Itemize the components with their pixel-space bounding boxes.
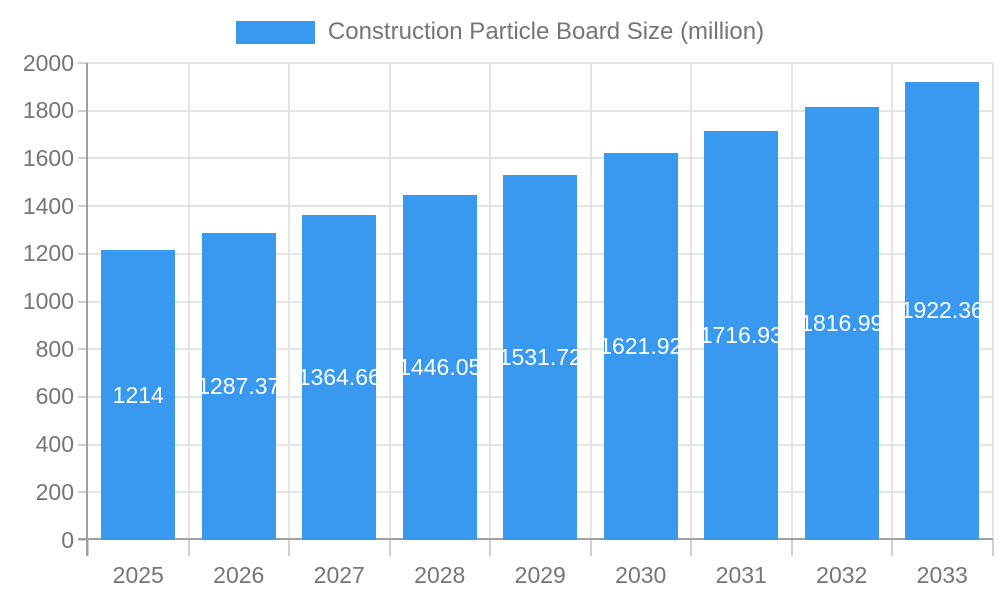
legend-swatch [235, 20, 315, 44]
bar-value-label: 1816.99 [804, 309, 879, 336]
y-axis-tick [78, 491, 88, 494]
x-axis-tick [187, 540, 190, 556]
h-gridline [88, 157, 993, 160]
x-axis-tick [991, 540, 994, 556]
x-axis-tick [891, 540, 893, 556]
v-gridline [690, 63, 692, 540]
y-axis-tick-label: 200 [35, 478, 74, 505]
x-axis-tick [489, 540, 491, 556]
v-gridline [187, 63, 190, 540]
y-axis-tick-label: 1000 [22, 288, 74, 314]
x-axis-tick [790, 540, 793, 556]
x-axis-tick [87, 540, 89, 556]
x-axis-tick-label: 2033 [916, 562, 968, 588]
x-axis-tick-label: 2032 [816, 562, 868, 588]
y-axis-tick [78, 443, 88, 446]
y-axis-tick [78, 539, 88, 541]
v-gridline [589, 63, 592, 540]
bar-value-label: 1446.05 [402, 354, 477, 381]
bar-2032[interactable]: 1816.99 [804, 106, 879, 540]
bar-value-label: 1922.36 [905, 297, 980, 324]
v-gridline [991, 63, 994, 540]
y-axis-tick-label: 0 [61, 526, 74, 553]
bar-2033[interactable]: 1922.36 [905, 81, 980, 540]
bar-2031[interactable]: 1716.93 [704, 130, 779, 540]
y-axis-tick [78, 157, 88, 160]
y-axis-tick-label: 400 [35, 431, 74, 458]
y-axis-tick-label: 2000 [22, 49, 74, 76]
x-axis-tick [589, 540, 592, 556]
bar-value-label: 1214 [112, 381, 164, 408]
x-axis-tick-label: 2027 [313, 562, 365, 588]
bar-value-label: 1531.72 [503, 343, 578, 370]
bar-value-label: 1621.92 [603, 333, 678, 360]
x-axis-tick-label: 2031 [715, 562, 767, 588]
bar-2027[interactable]: 1364.66 [302, 214, 377, 540]
y-axis-tick-label: 800 [35, 335, 74, 362]
y-axis-tick [78, 205, 88, 208]
y-axis-tick [78, 62, 88, 64]
y-axis-tick [78, 252, 88, 255]
bar-2026[interactable]: 1287.37 [201, 232, 276, 540]
y-axis-line [86, 63, 88, 556]
y-axis-tick-label: 1600 [22, 144, 74, 171]
bar-value-label: 1364.66 [302, 363, 377, 390]
y-axis-tick [78, 395, 88, 398]
x-axis-tick [388, 540, 391, 556]
bar-2030[interactable]: 1621.92 [603, 153, 678, 540]
x-axis-tick-label: 2028 [414, 562, 466, 588]
bar-2028[interactable]: 1446.05 [402, 195, 477, 540]
v-gridline [891, 63, 893, 540]
legend-label: Construction Particle Board Size (millio… [327, 18, 765, 45]
y-axis-tick-label: 1200 [22, 240, 74, 267]
h-gridline [88, 109, 993, 112]
bar-2025[interactable]: 1214 [101, 250, 176, 540]
y-axis-tick [78, 300, 88, 303]
x-axis-tick [288, 540, 290, 556]
v-gridline [489, 63, 491, 540]
bar-value-label: 1716.93 [704, 321, 779, 348]
y-axis-tick [78, 109, 88, 112]
y-axis-tick [78, 348, 88, 351]
v-gridline [388, 63, 391, 540]
y-axis-tick-label: 600 [35, 383, 74, 410]
h-gridline [88, 62, 993, 64]
chart-legend[interactable]: Construction Particle Board Size (millio… [0, 18, 1000, 46]
bar-2029[interactable]: 1531.72 [503, 174, 578, 540]
x-axis-tick [690, 540, 692, 556]
y-axis-tick-label: 1400 [22, 192, 74, 219]
y-axis-tick-label: 1800 [22, 97, 74, 124]
v-gridline [790, 63, 793, 540]
x-axis-tick-label: 2029 [514, 562, 566, 588]
bar-value-label: 1287.37 [201, 372, 276, 399]
x-axis-tick-label: 2026 [213, 562, 265, 588]
x-axis-tick-label: 2030 [615, 562, 667, 588]
v-gridline [288, 63, 290, 540]
x-axis-tick-label: 2025 [112, 562, 164, 588]
